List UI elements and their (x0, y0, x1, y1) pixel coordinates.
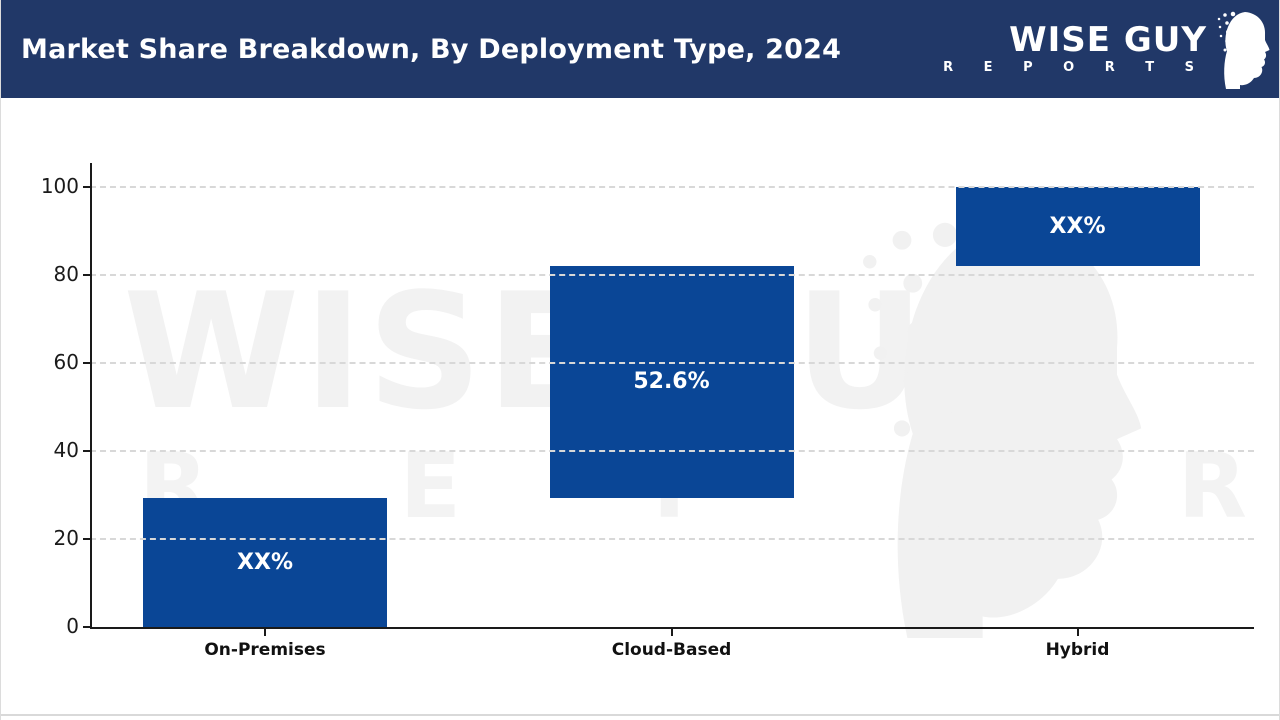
x-axis-tick-mark (264, 628, 266, 636)
y-axis-tick-label: 60 (53, 350, 79, 374)
header-bar: Market Share Breakdown, By Deployment Ty… (1, 0, 1280, 98)
gridline (90, 274, 1254, 276)
y-axis-tick-label: 20 (53, 526, 79, 550)
bar-value-label: 52.6% (633, 369, 710, 395)
logo-wordmark: WISE GUY (1009, 20, 1207, 60)
bar-segment (549, 266, 794, 498)
x-axis-tick-mark (1076, 628, 1079, 636)
chart-title: Market Share Breakdown, By Deployment Ty… (21, 33, 842, 65)
x-axis-category-label: Cloud-Based (611, 640, 732, 660)
y-axis-tick-label: 0 (66, 614, 79, 638)
y-axis-line (90, 163, 92, 629)
watermark-head-icon (823, 208, 1153, 638)
bottom-divider (1, 714, 1279, 716)
x-axis-category-label: On-Premises (204, 640, 326, 660)
x-axis-tick-mark (670, 628, 673, 636)
y-axis-tick-mark (83, 626, 90, 628)
y-axis-tick-mark (83, 362, 90, 364)
y-axis-tick-mark (83, 538, 90, 540)
y-axis-tick-label: 100 (40, 174, 79, 198)
y-axis-tick-label: 80 (53, 262, 79, 286)
bar-value-label: XX% (237, 549, 293, 575)
x-axis-category-label: Hybrid (1045, 640, 1110, 660)
gridline (90, 450, 1254, 452)
y-axis-tick-mark (83, 186, 90, 188)
bar-segment (143, 497, 387, 627)
y-axis-tick-label: 40 (53, 438, 79, 462)
dotted-head-icon (1211, 9, 1271, 89)
y-axis-tick-mark (83, 274, 90, 276)
gridline (90, 186, 1254, 188)
x-axis-line (90, 627, 1254, 629)
gridline (90, 538, 1254, 540)
bar-value-label: XX% (1049, 214, 1106, 240)
logo-subtitle: R E P O R T S (943, 60, 1207, 75)
bar-segment (955, 187, 1200, 267)
wise-guy-reports-logo: WISE GUY R E P O R T S (943, 9, 1280, 89)
y-axis-tick-mark (83, 450, 90, 452)
gridline (90, 362, 1254, 364)
